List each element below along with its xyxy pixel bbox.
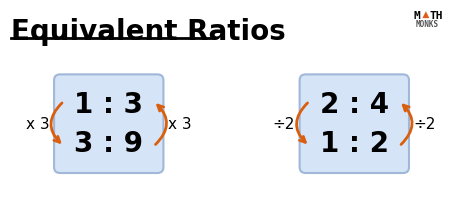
Text: ÷2: ÷2 — [414, 117, 436, 132]
Text: 1 : 2: 1 : 2 — [320, 130, 389, 158]
Text: M: M — [413, 11, 420, 21]
Text: x 3: x 3 — [167, 117, 191, 132]
Text: Equivalent Ratios: Equivalent Ratios — [11, 18, 286, 46]
FancyBboxPatch shape — [54, 75, 164, 173]
Text: 3 : 9: 3 : 9 — [74, 130, 143, 158]
Text: x 3: x 3 — [27, 117, 50, 132]
Text: 1 : 3: 1 : 3 — [74, 91, 143, 118]
Text: ÷2: ÷2 — [273, 117, 295, 132]
Text: MONKS: MONKS — [415, 20, 438, 29]
FancyBboxPatch shape — [300, 75, 409, 173]
Polygon shape — [422, 12, 429, 19]
Text: 2 : 4: 2 : 4 — [320, 91, 389, 118]
Text: TH: TH — [430, 11, 443, 21]
